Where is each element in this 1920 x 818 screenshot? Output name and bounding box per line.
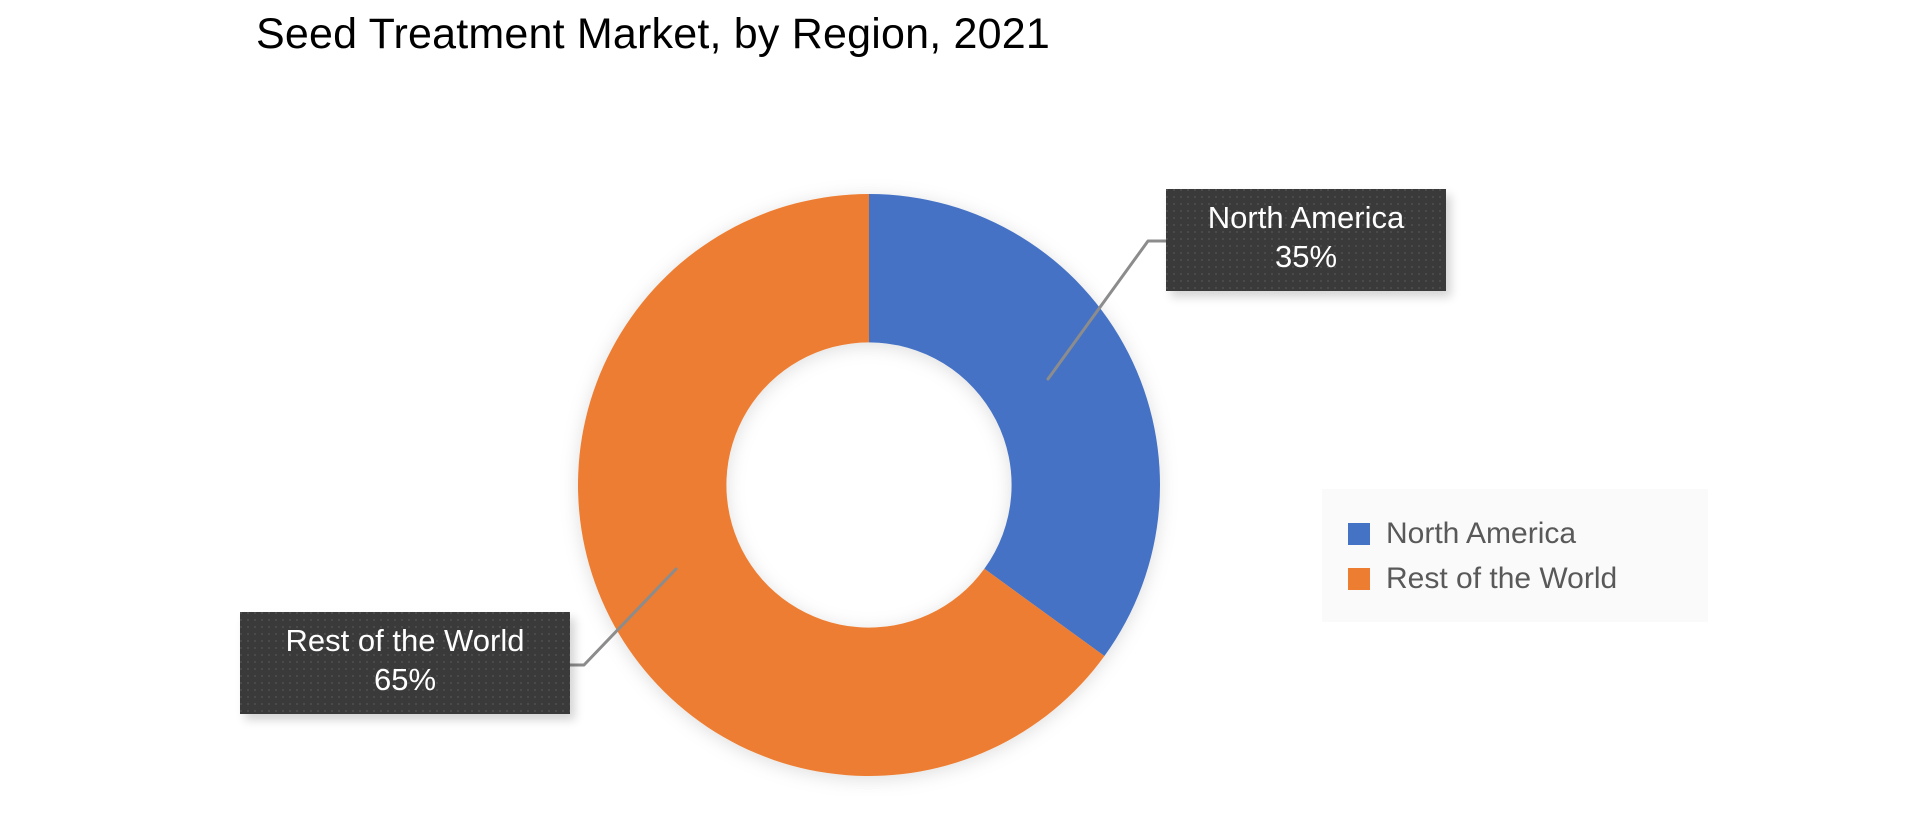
legend-item-rest-of-the-world[interactable]: Rest of the World: [1348, 556, 1708, 601]
slice-north-america[interactable]: [869, 194, 1160, 657]
callout-rest-of-the-world[interactable]: Rest of the World 65%: [240, 612, 570, 714]
legend-label-north-america: North America: [1386, 516, 1577, 550]
donut-graphic: [558, 174, 1180, 796]
callout-rest-of-the-world-value: 65%: [373, 662, 437, 698]
legend-label-rest-of-the-world: Rest of the World: [1386, 561, 1618, 595]
slice-rest-of-the-world[interactable]: [577, 194, 1105, 776]
callout-north-america-label: North America: [1207, 200, 1405, 235]
donut-svg: [577, 194, 1160, 776]
chart-title: Seed Treatment Market, by Region, 2021: [256, 10, 1050, 58]
callout-north-america-value: 35%: [1274, 239, 1338, 275]
legend-swatch-rest-of-the-world: [1348, 567, 1370, 590]
legend-item-north-america[interactable]: North America: [1348, 511, 1708, 556]
callout-north-america[interactable]: North America 35%: [1166, 189, 1446, 291]
legend-swatch-north-america: [1348, 522, 1370, 545]
callout-rest-of-the-world-label: Rest of the World: [285, 623, 525, 658]
legend: North America Rest of the World: [1322, 489, 1708, 622]
